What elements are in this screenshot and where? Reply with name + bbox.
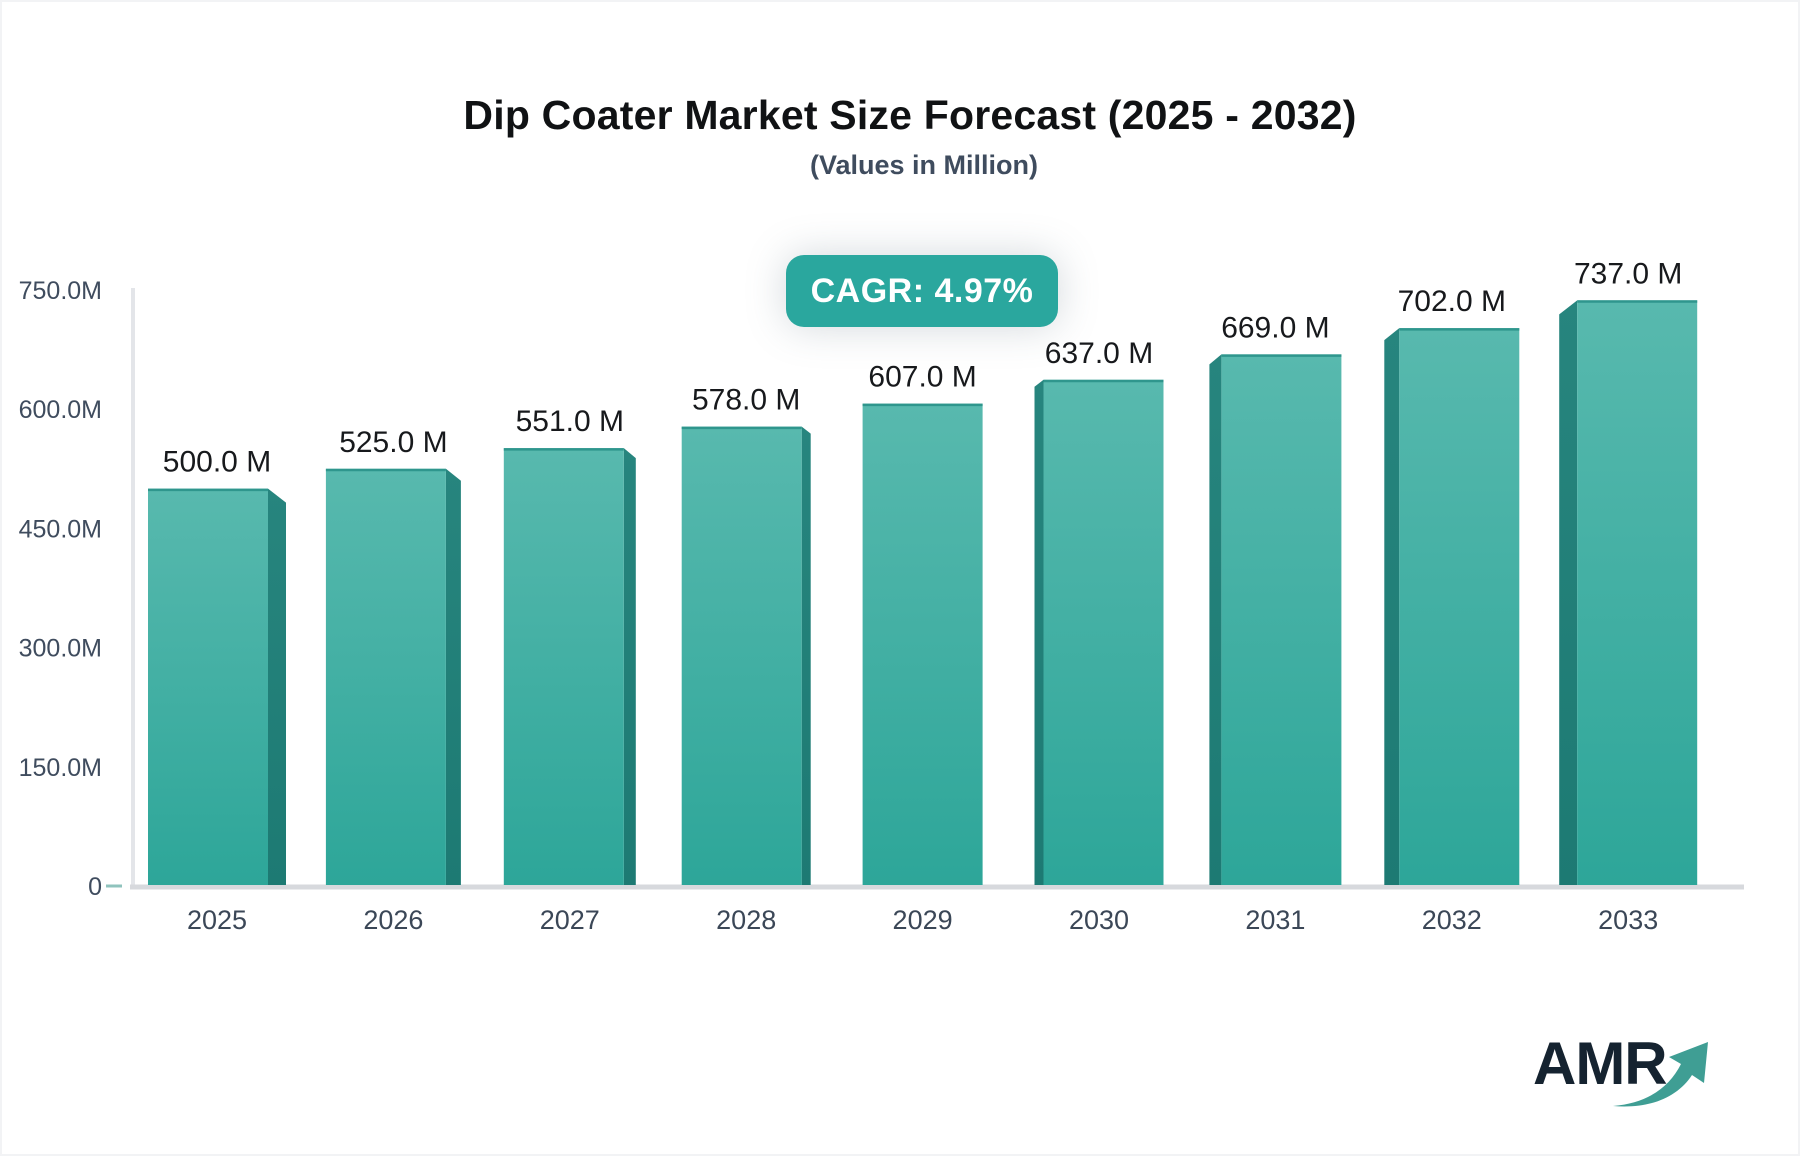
y-tick-label-0: 0 [88, 873, 102, 901]
amr-logo-arrow-icon [1613, 1042, 1708, 1107]
bar-value-label-2032: 702.0 M [1398, 285, 1506, 318]
x-tick-label-2033: 2033 [1598, 905, 1658, 935]
bar-side-2033 [1559, 300, 1578, 885]
bar-value-label-2033: 737.0 M [1574, 257, 1682, 290]
bar-side-2030 [1034, 379, 1044, 885]
cagr-badge: CAGR: 4.97% [786, 255, 1058, 327]
bar-side-2031 [1209, 354, 1222, 885]
bar-2029 [862, 403, 983, 885]
bar-value-label-2026: 525.0 M [339, 426, 447, 459]
bar-value-label-2030: 637.0 M [1045, 337, 1153, 370]
y-tick-label-450: 450.0M [19, 515, 102, 543]
bar-2030 [1043, 379, 1164, 885]
bar-side-2026 [445, 468, 461, 885]
chart-subtitle: (Values in Million) [809, 150, 1039, 180]
x-tick-label-2025: 2025 [187, 905, 247, 935]
bar-2028 [681, 426, 802, 885]
bar-value-label-2031: 669.0 M [1221, 311, 1329, 344]
bar-side-2032 [1384, 328, 1400, 885]
y-tick-label-750: 750.0M [19, 277, 102, 305]
amr-logo-text: AMR [1533, 1030, 1668, 1097]
amr-logo: AMR [1533, 1030, 1723, 1110]
bar-2031 [1221, 354, 1342, 885]
y-tick-label-150: 150.0M [19, 754, 102, 782]
bar-value-label-2027: 551.0 M [516, 405, 624, 438]
bar-2026 [325, 468, 446, 885]
x-tick-label-2028: 2028 [716, 905, 776, 935]
bar-2032 [1399, 328, 1520, 885]
chart-title: Dip Coater Market Size Forecast (2025 - … [463, 92, 1357, 138]
x-tick-label-2026: 2026 [363, 905, 423, 935]
cagr-badge-label: CAGR: 4.97% [810, 271, 1034, 310]
bar-value-label-2028: 578.0 M [692, 384, 800, 417]
x-tick-label-2030: 2030 [1069, 905, 1129, 935]
bar-value-label-2029: 607.0 M [868, 361, 976, 394]
x-tick-label-2031: 2031 [1245, 905, 1305, 935]
x-tick-label-2027: 2027 [540, 905, 600, 935]
bar-2033 [1577, 300, 1698, 885]
x-tick-label-2032: 2032 [1422, 905, 1482, 935]
x-tick-label-2029: 2029 [893, 905, 953, 935]
bar-side-2028 [801, 426, 811, 885]
y-tick-label-300: 300.0M [19, 635, 102, 663]
bar-side-2027 [623, 448, 636, 885]
bar-2025 [148, 488, 268, 885]
bar-2027 [503, 448, 624, 885]
bar-side-2025 [268, 488, 286, 885]
y-tick-label-600: 600.0M [19, 396, 102, 424]
bar-value-label-2025: 500.0 M [163, 446, 271, 479]
